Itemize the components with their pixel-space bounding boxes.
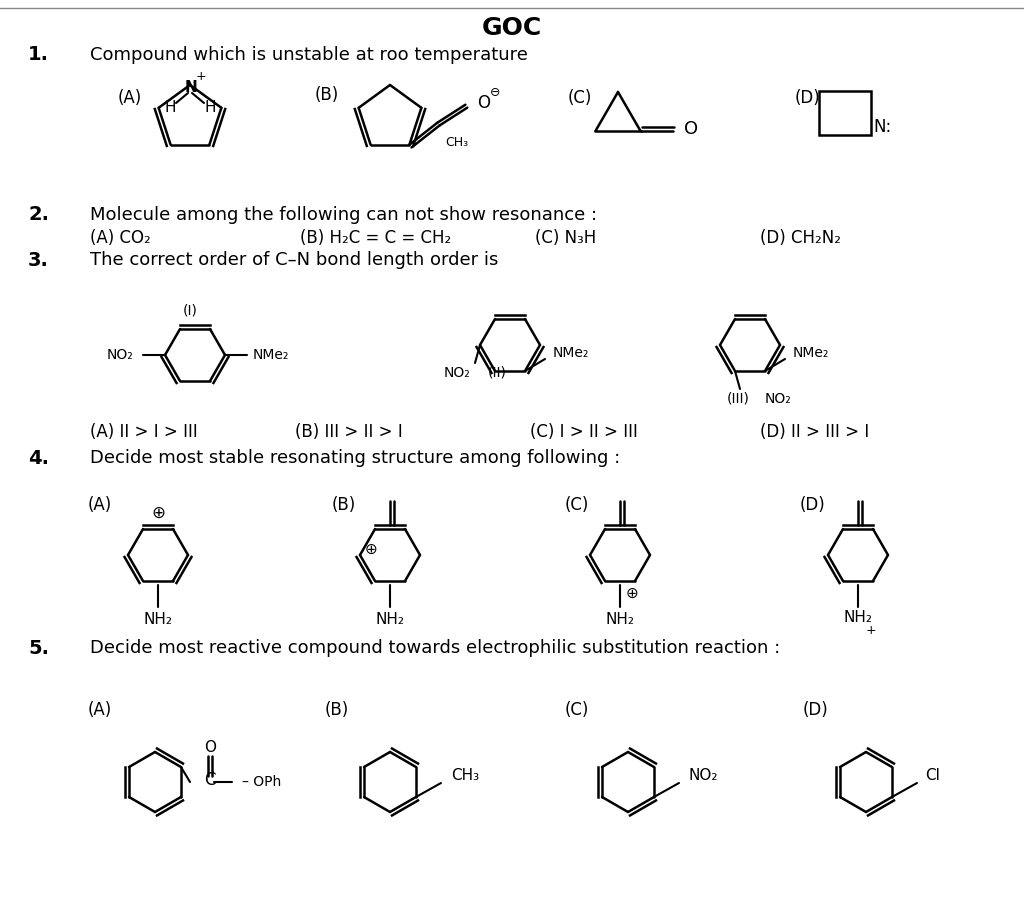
Text: (B) III > II > I: (B) III > II > I <box>295 423 402 441</box>
Text: – OPh: – OPh <box>242 775 282 789</box>
Text: (C): (C) <box>568 89 592 107</box>
Text: (B): (B) <box>332 496 356 514</box>
Text: (II): (II) <box>488 366 507 380</box>
Text: (D): (D) <box>795 89 821 107</box>
Text: O: O <box>204 741 216 755</box>
Text: CH₃: CH₃ <box>445 136 469 149</box>
Text: H: H <box>164 100 176 114</box>
Text: NH₂: NH₂ <box>143 611 172 626</box>
Text: (B): (B) <box>325 701 349 719</box>
Text: 5.: 5. <box>28 638 49 658</box>
Text: NO₂: NO₂ <box>689 768 719 782</box>
Text: (B) H₂C = C = CH₂: (B) H₂C = C = CH₂ <box>300 229 452 247</box>
Text: ⊕: ⊕ <box>365 542 378 556</box>
Text: NO₂: NO₂ <box>443 366 470 380</box>
Text: NMe₂: NMe₂ <box>553 346 590 360</box>
Text: (B): (B) <box>315 86 339 104</box>
Text: 1.: 1. <box>28 46 49 65</box>
Text: (D): (D) <box>800 496 825 514</box>
Text: (C) I > II > III: (C) I > II > III <box>530 423 638 441</box>
Text: CH₃: CH₃ <box>451 768 479 782</box>
Text: H: H <box>204 100 216 114</box>
Text: O: O <box>683 120 697 138</box>
Text: Compound which is unstable at roo temperature: Compound which is unstable at roo temper… <box>90 46 528 64</box>
Text: (A): (A) <box>88 701 113 719</box>
Text: Decide most reactive compound towards electrophilic substitution reaction :: Decide most reactive compound towards el… <box>90 639 780 657</box>
Text: +: + <box>866 624 877 636</box>
Text: C: C <box>204 771 215 789</box>
Text: Decide most stable resonating structure among following :: Decide most stable resonating structure … <box>90 449 621 467</box>
Text: The correct order of C–N bond length order is: The correct order of C–N bond length ord… <box>90 251 499 269</box>
Text: Cl: Cl <box>925 768 940 782</box>
Text: (D) CH₂N₂: (D) CH₂N₂ <box>760 229 841 247</box>
Text: (D) II > III > I: (D) II > III > I <box>760 423 869 441</box>
Text: NMe₂: NMe₂ <box>253 348 290 362</box>
Text: NO₂: NO₂ <box>765 392 792 406</box>
Text: NH₂: NH₂ <box>376 611 404 626</box>
Text: N: N <box>184 80 198 95</box>
Bar <box>819 91 871 135</box>
Text: Molecule among the following can not show resonance :: Molecule among the following can not sho… <box>90 206 597 224</box>
Text: (C): (C) <box>565 701 590 719</box>
Text: NO₂: NO₂ <box>106 348 133 362</box>
Text: 2.: 2. <box>28 205 49 224</box>
Text: ⊕: ⊕ <box>152 504 165 522</box>
Text: (D): (D) <box>803 701 828 719</box>
Text: O: O <box>477 94 490 112</box>
Text: NH₂: NH₂ <box>605 611 635 626</box>
Text: ⊖: ⊖ <box>489 86 500 99</box>
Text: (C): (C) <box>565 496 590 514</box>
Text: (A) CO₂: (A) CO₂ <box>90 229 151 247</box>
Text: 3.: 3. <box>28 250 49 269</box>
Text: (C) N₃H: (C) N₃H <box>535 229 596 247</box>
Text: +: + <box>196 69 206 83</box>
Text: GOC: GOC <box>482 16 542 40</box>
Text: (A) II > I > III: (A) II > I > III <box>90 423 198 441</box>
Text: (A): (A) <box>88 496 113 514</box>
Text: (I): (I) <box>182 304 198 318</box>
Text: (A): (A) <box>118 89 142 107</box>
Text: NMe₂: NMe₂ <box>793 346 829 360</box>
Text: (III): (III) <box>727 392 750 406</box>
Text: ⊕: ⊕ <box>626 586 638 600</box>
Text: 4.: 4. <box>28 448 49 467</box>
Text: N:: N: <box>873 118 891 136</box>
Text: NH₂: NH₂ <box>844 610 872 626</box>
